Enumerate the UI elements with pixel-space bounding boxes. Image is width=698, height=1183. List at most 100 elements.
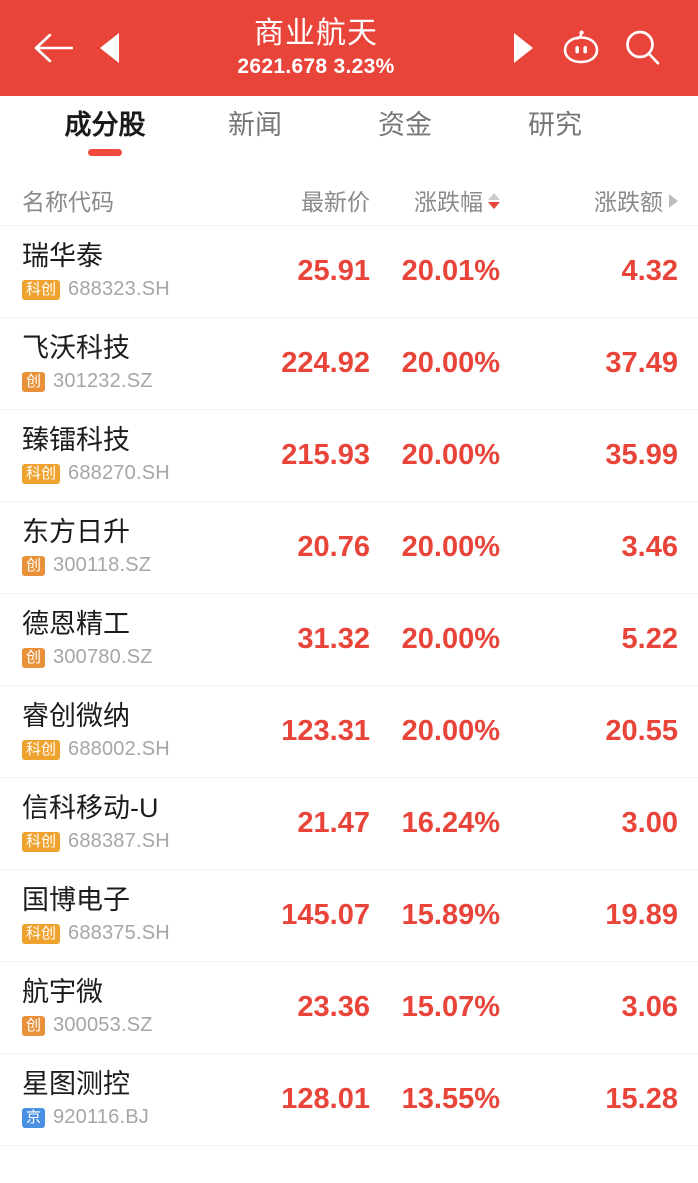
column-header-name[interactable]: 名称代码 [22, 188, 114, 215]
change-amount: 3.46 [621, 531, 678, 563]
market-badge: 创 [22, 1015, 46, 1036]
search-icon [626, 30, 660, 65]
sort-arrows-icon[interactable] [488, 192, 500, 209]
stock-code: 301232.SZ [53, 370, 153, 393]
stock-list: 瑞华泰 科创 688323.SH 25.91 20.01% 4.32 飞沃科技创 301232… [0, 226, 698, 1146]
stock-identity-cell: 臻镭科技科创 688270.SH [22, 424, 252, 485]
tab-label: 研究 [528, 110, 582, 140]
stock-code: 688270.SH [68, 462, 170, 485]
table-row[interactable]: 飞沃科技创 301232.SZ 224.92 20.00% 37.49 [0, 318, 698, 410]
stock-name: 航宇微 [22, 976, 103, 1007]
tab-research[interactable]: 研究 [480, 96, 630, 156]
stock-code: 300118.SZ [53, 554, 152, 577]
change-percent: 16.24% [401, 807, 500, 839]
market-badge: 创 [22, 647, 46, 668]
table-row[interactable]: 德恩精工创 300780.SZ 31.32 20.00% 5.22 [0, 594, 698, 686]
stock-code-line: 创 300118.SZ [22, 554, 252, 577]
previous-index-button[interactable] [82, 20, 136, 76]
index-quote: 2621.678 3.23% [237, 55, 395, 78]
tab-constituents[interactable]: 成分股 [30, 96, 180, 157]
stock-code-line: 科创 688323.SH [22, 278, 252, 301]
stock-code: 300780.SZ [53, 646, 153, 669]
change-percent: 20.00% [401, 347, 500, 379]
market-badge: 科创 [22, 739, 61, 760]
stock-identity-cell: 飞沃科技创 301232.SZ [22, 333, 252, 393]
stock-code: 920116.BJ [53, 1106, 149, 1129]
back-button[interactable] [24, 19, 82, 77]
change-amount: 15.28 [605, 1083, 678, 1115]
latest-price: 21.47 [297, 807, 370, 839]
table-row[interactable]: 瑞华泰 科创 688323.SH 25.91 20.01% 4.32 [0, 226, 698, 318]
stock-name: 睿创微纳 [22, 700, 130, 731]
section-tabs: 成分股 新闻 资金 研究 [0, 96, 698, 174]
triangle-right-icon [669, 193, 678, 208]
stock-code-line: 创 301232.SZ [22, 370, 252, 393]
stock-code: 688323.SH [68, 278, 170, 301]
change-percent: 20.00% [401, 439, 500, 471]
stock-identity-cell: 德恩精工创 300780.SZ [22, 608, 252, 669]
tab-capital[interactable]: 资金 [330, 96, 480, 156]
table-row[interactable]: 东方日升创 300118.SZ 20.76 20.00% 3.46 [0, 502, 698, 594]
stock-identity-cell: 信科移动-U 科创 688387.SH [22, 792, 252, 853]
market-badge: 创 [22, 371, 46, 392]
stock-code-line: 创 300053.SZ [22, 1014, 252, 1037]
app-header: 商业航天 2621.678 3.23% [0, 0, 698, 96]
change-amount: 35.99 [605, 439, 678, 471]
change-percent: 15.89% [401, 899, 500, 931]
search-button[interactable] [612, 19, 674, 77]
sort-ascending-icon [488, 192, 500, 200]
stock-code-line: 创 300780.SZ [22, 646, 252, 669]
ai-assistant-button[interactable] [550, 19, 612, 77]
table-row[interactable]: 国博电子 科创 688375.SH 145.07 15.89% 19.89 [0, 870, 698, 962]
stock-name: 臻镭科技 [22, 424, 130, 455]
table-row[interactable]: 臻镭科技科创 688270.SH 215.93 20.00% 35.99 [0, 410, 698, 502]
stock-name: 瑞华泰 [22, 240, 103, 271]
latest-price: 20.76 [297, 531, 370, 563]
stock-identity-cell: 国博电子科创 688375.SH [22, 884, 252, 945]
stock-name: 国博电子 [22, 884, 130, 915]
stock-name: 德恩精工 [22, 608, 130, 639]
stock-identity-cell: 睿创微纳科创 688002.SH [22, 700, 252, 761]
tab-news[interactable]: 新闻 [180, 96, 330, 156]
table-row[interactable]: 睿创微纳 科创 688002.SH 123.31 20.00% 20.55 [0, 686, 698, 778]
column-header-change-pct[interactable]: 涨跌幅 [370, 183, 500, 217]
change-amount: 19.89 [605, 899, 678, 931]
stock-identity-cell: 东方日升创 300118.SZ [22, 517, 252, 577]
column-header-change-amount[interactable]: 涨跌额 [500, 183, 678, 217]
stock-code: 688002.SH [68, 738, 170, 761]
index-title-block[interactable]: 商业航天 2621.678 3.23% [136, 17, 496, 78]
column-header-price[interactable]: 最新价 [301, 188, 370, 215]
active-tab-indicator [88, 149, 122, 157]
stock-code-line: 科创 688270.SH [22, 462, 252, 485]
column-header-change-amount-label: 涨跌额 [594, 188, 663, 215]
tab-label: 成分股 [64, 110, 146, 140]
tab-label: 新闻 [228, 110, 282, 140]
table-column-header: 名称代码 最新价 涨跌幅 涨跌额 [0, 174, 698, 226]
market-badge: 京 [22, 1107, 46, 1128]
table-row[interactable]: 信科移动-U 科创 688387.SH 21.47 16.24% 3.00 [0, 778, 698, 870]
stock-name: 信科移动-U [22, 792, 159, 823]
table-row[interactable]: 星图测控京 920116.BJ 128.01 13.55% 15.28 [0, 1054, 698, 1146]
table-row[interactable]: 航宇微创 300053.SZ 23.36 15.07% 3.06 [0, 962, 698, 1054]
change-amount: 37.49 [605, 347, 678, 379]
stock-identity-cell: 星图测控京 920116.BJ [22, 1068, 252, 1129]
change-amount: 5.22 [621, 623, 678, 655]
robot-assistant-icon [563, 30, 599, 64]
triangle-left-icon [99, 33, 119, 63]
change-amount: 4.32 [621, 255, 678, 287]
stock-identity-cell: 瑞华泰科创 688323.SH [22, 240, 252, 301]
change-amount: 3.00 [621, 807, 678, 839]
market-badge: 科创 [22, 463, 61, 484]
page-title: 商业航天 [254, 17, 378, 50]
stock-identity-cell: 航宇微创 300053.SZ [22, 976, 252, 1037]
next-index-button[interactable] [496, 20, 550, 76]
stock-code-line: 京 920116.BJ [22, 1106, 252, 1129]
latest-price: 128.01 [281, 1083, 370, 1115]
latest-price: 215.93 [281, 439, 370, 471]
stock-code-line: 科创 688375.SH [22, 922, 252, 945]
stock-code-line: 科创 688387.SH [22, 830, 252, 853]
latest-price: 224.92 [281, 347, 370, 379]
change-percent: 20.00% [401, 531, 500, 563]
change-percent: 15.07% [401, 991, 500, 1023]
stock-name: 星图测控 [22, 1068, 130, 1099]
